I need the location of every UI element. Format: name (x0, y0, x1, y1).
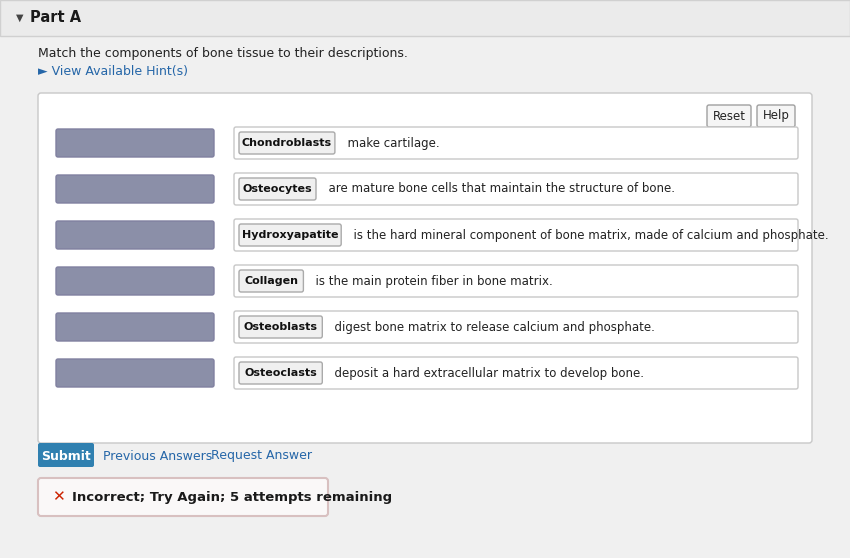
Text: Hydroxyapatite: Hydroxyapatite (242, 230, 338, 240)
FancyBboxPatch shape (234, 219, 798, 251)
Text: Chondroblasts: Chondroblasts (242, 138, 332, 148)
Text: ▼: ▼ (16, 13, 24, 23)
FancyBboxPatch shape (38, 93, 812, 443)
Text: Match the components of bone tissue to their descriptions.: Match the components of bone tissue to t… (38, 47, 408, 60)
Text: make cartilage.: make cartilage. (340, 137, 439, 150)
FancyBboxPatch shape (56, 267, 214, 295)
Text: are mature bone cells that maintain the structure of bone.: are mature bone cells that maintain the … (321, 182, 675, 195)
Text: Collagen: Collagen (244, 276, 298, 286)
FancyBboxPatch shape (56, 129, 214, 157)
Text: Part A: Part A (30, 11, 81, 26)
FancyBboxPatch shape (38, 443, 94, 467)
Text: deposit a hard extracellular matrix to develop bone.: deposit a hard extracellular matrix to d… (327, 367, 644, 379)
Text: Help: Help (762, 109, 790, 123)
FancyBboxPatch shape (234, 265, 798, 297)
FancyBboxPatch shape (239, 316, 322, 338)
Text: ► View Available Hint(s): ► View Available Hint(s) (38, 65, 188, 79)
FancyBboxPatch shape (757, 105, 795, 127)
FancyBboxPatch shape (239, 270, 303, 292)
Text: Previous Answers: Previous Answers (103, 450, 212, 463)
Text: Submit: Submit (41, 450, 91, 463)
FancyBboxPatch shape (56, 313, 214, 341)
Text: Osteoblasts: Osteoblasts (244, 322, 318, 332)
Text: Osteocytes: Osteocytes (243, 184, 312, 194)
Text: Reset: Reset (712, 109, 745, 123)
FancyBboxPatch shape (239, 178, 316, 200)
Text: Incorrect; Try Again; 5 attempts remaining: Incorrect; Try Again; 5 attempts remaini… (72, 490, 392, 503)
Bar (0, 0, 850, 36)
FancyBboxPatch shape (234, 127, 798, 159)
Text: digest bone matrix to release calcium and phosphate.: digest bone matrix to release calcium an… (327, 320, 655, 334)
FancyBboxPatch shape (707, 105, 751, 127)
Text: is the hard mineral component of bone matrix, made of calcium and phosphate.: is the hard mineral component of bone ma… (346, 228, 829, 242)
FancyBboxPatch shape (56, 359, 214, 387)
FancyBboxPatch shape (56, 175, 214, 203)
FancyBboxPatch shape (38, 478, 328, 516)
Text: Osteoclasts: Osteoclasts (244, 368, 317, 378)
FancyBboxPatch shape (234, 311, 798, 343)
Text: ✕: ✕ (52, 489, 65, 504)
FancyBboxPatch shape (239, 132, 335, 154)
FancyBboxPatch shape (234, 357, 798, 389)
FancyBboxPatch shape (239, 224, 341, 246)
Text: is the main protein fiber in bone matrix.: is the main protein fiber in bone matrix… (309, 275, 553, 287)
FancyBboxPatch shape (56, 221, 214, 249)
Text: Request Answer: Request Answer (211, 450, 312, 463)
FancyBboxPatch shape (239, 362, 322, 384)
FancyBboxPatch shape (234, 173, 798, 205)
